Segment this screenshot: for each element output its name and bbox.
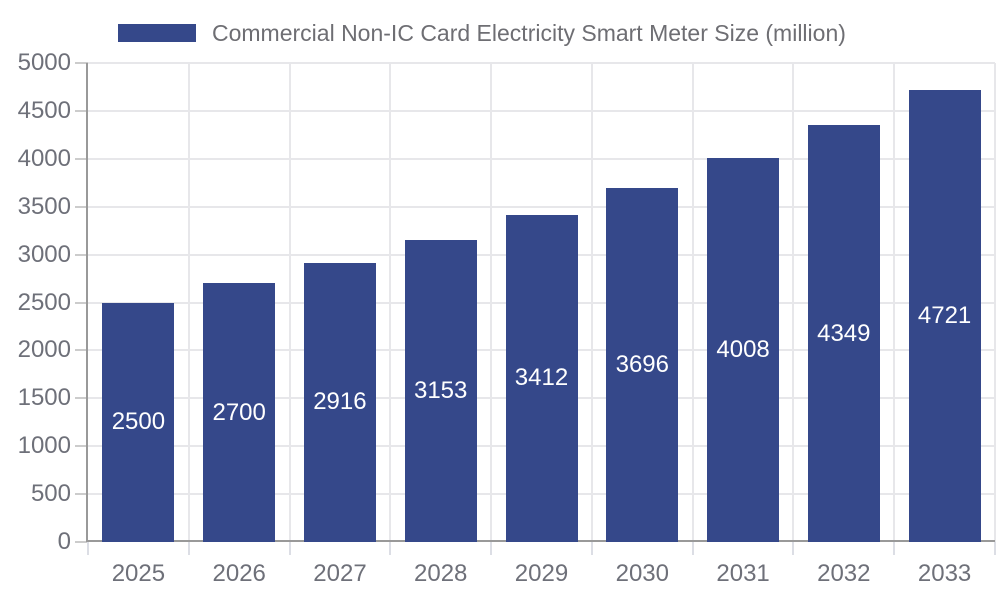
x-axis-tick (792, 542, 795, 555)
bar-2033[interactable]: 4721 (908, 89, 981, 542)
y-axis-tick (75, 205, 88, 208)
y-axis-tick-label: 4000 (17, 144, 71, 172)
y-axis-tick-label: 4500 (17, 96, 71, 124)
x-axis-tick-label: 2031 (716, 560, 770, 587)
x-axis-tick-label: 2029 (514, 560, 569, 587)
y-axis-tick-label: 5000 (17, 49, 71, 76)
y-axis-tick-label: 1000 (17, 432, 71, 460)
bar-2026[interactable]: 2700 (203, 283, 276, 542)
x-axis-tick-label: 2027 (313, 560, 367, 587)
bar-value-label: 4349 (817, 319, 871, 347)
bar-value-label: 3412 (514, 364, 569, 392)
x-axis-tick-label: 2030 (615, 560, 669, 587)
x-axis-tick-label: 2028 (414, 560, 468, 587)
y-axis-tick (75, 349, 88, 352)
bar-2025[interactable]: 2500 (102, 302, 175, 542)
x-gridline (893, 63, 896, 542)
y-axis-tick-label: 0 (57, 528, 71, 555)
y-axis-tick-label: 2500 (17, 288, 71, 316)
x-axis-tick-label: 2033 (917, 560, 972, 587)
bar-2030[interactable]: 3696 (606, 187, 679, 542)
x-gridline (490, 63, 493, 542)
y-axis-tick-label: 3500 (17, 192, 71, 220)
x-axis-tick-label: 2032 (817, 560, 871, 587)
y-axis-tick (75, 253, 88, 256)
legend-label[interactable]: Commercial Non-IC Card Electricity Smart… (212, 19, 846, 46)
y-axis-tick (75, 445, 88, 448)
y-axis-line (86, 63, 88, 542)
y-axis-tick (75, 109, 88, 112)
x-axis-tick (590, 542, 593, 555)
bar-2032[interactable]: 4349 (807, 125, 880, 542)
bar-value-label: 4721 (917, 301, 972, 329)
x-axis-tick (893, 542, 896, 555)
x-axis-tick (490, 542, 493, 555)
y-gridline (88, 109, 995, 112)
x-axis-tick (691, 542, 694, 555)
x-gridline (994, 63, 996, 542)
y-axis-tick (75, 157, 88, 160)
y-axis-tick (75, 62, 88, 64)
bar-value-label: 2700 (212, 398, 266, 426)
y-gridline (88, 205, 995, 208)
y-axis-tick-label: 500 (30, 480, 71, 508)
x-gridline (288, 63, 291, 542)
x-gridline (187, 63, 190, 542)
x-axis-tick (389, 542, 392, 555)
y-axis-tick (75, 493, 88, 496)
x-axis-tick-label: 2026 (212, 560, 266, 587)
y-axis-tick-label: 3000 (17, 240, 71, 268)
x-gridline (389, 63, 392, 542)
bar-2029[interactable]: 3412 (505, 215, 578, 542)
x-axis-tick (994, 542, 996, 555)
x-axis-tick (87, 542, 89, 555)
x-gridline (590, 63, 593, 542)
y-gridline (88, 157, 995, 160)
legend[interactable]: Commercial Non-IC Card Electricity Smart… (118, 15, 846, 51)
x-gridline (691, 63, 694, 542)
x-gridline (792, 63, 795, 542)
y-axis-tick-label: 1500 (17, 384, 71, 412)
bar-value-label: 2916 (313, 388, 367, 416)
bar-2028[interactable]: 3153 (404, 239, 477, 542)
x-axis-tick (288, 542, 291, 555)
y-axis-tick-label: 2000 (17, 336, 71, 364)
bar-2027[interactable]: 2916 (303, 262, 376, 542)
legend-swatch[interactable] (118, 24, 196, 42)
x-axis-tick-label: 2025 (111, 560, 166, 587)
bar-value-label: 3153 (413, 376, 468, 404)
y-axis-tick (75, 301, 88, 304)
bar-value-label: 4008 (716, 336, 770, 363)
bar-value-label: 3696 (615, 350, 669, 378)
y-axis-tick (75, 541, 88, 543)
y-gridline (88, 62, 995, 64)
bar-2031[interactable]: 4008 (707, 158, 780, 542)
y-axis-tick (75, 397, 88, 400)
x-axis-tick (187, 542, 190, 555)
bar-value-label: 2500 (111, 408, 166, 436)
